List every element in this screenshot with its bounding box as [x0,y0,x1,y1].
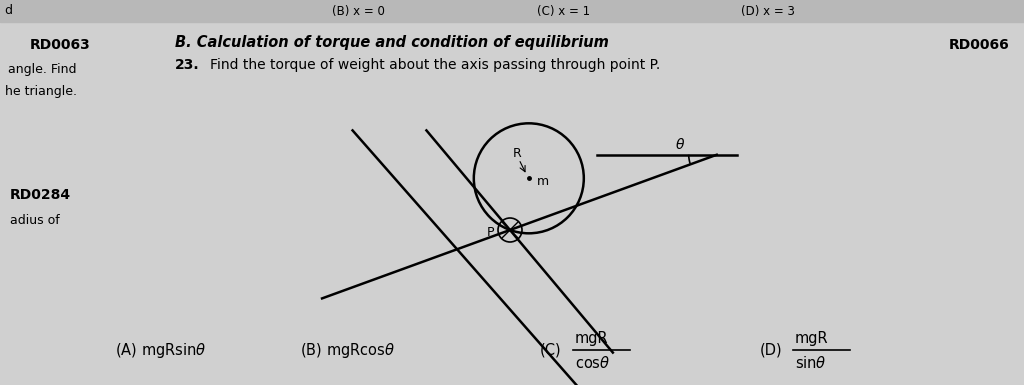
Text: (B) x = 0: (B) x = 0 [332,5,385,17]
Text: m: m [537,175,549,188]
Text: d: d [4,5,12,17]
Text: B. Calculation of torque and condition of equilibrium: B. Calculation of torque and condition o… [175,35,609,50]
Text: RD0284: RD0284 [10,188,71,202]
Text: he triangle.: he triangle. [5,85,77,99]
Text: cos$\theta$: cos$\theta$ [575,355,610,371]
Text: R: R [512,147,521,160]
Text: Find the torque of weight about the axis passing through point P.: Find the torque of weight about the axis… [210,58,660,72]
Text: sin$\theta$: sin$\theta$ [795,355,826,371]
Text: mgR: mgR [795,331,828,346]
Text: (B) mgRcos$\theta$: (B) mgRcos$\theta$ [300,340,395,360]
Text: angle. Find: angle. Find [8,64,77,77]
Text: (A) mgRsin$\theta$: (A) mgRsin$\theta$ [115,340,207,360]
Text: (C) x = 1: (C) x = 1 [537,5,590,17]
Text: (D): (D) [760,343,782,358]
Text: 23.: 23. [175,58,200,72]
Text: (D) x = 3: (D) x = 3 [741,5,795,17]
Bar [0,0,1024,22]
Text: adius of: adius of [10,214,59,226]
Text: RD0066: RD0066 [948,38,1009,52]
Text: (C): (C) [540,343,561,358]
Text: mgR: mgR [575,331,608,346]
Text: P: P [486,226,494,239]
Text: $\theta$: $\theta$ [675,137,685,152]
Text: RD0063: RD0063 [30,38,91,52]
